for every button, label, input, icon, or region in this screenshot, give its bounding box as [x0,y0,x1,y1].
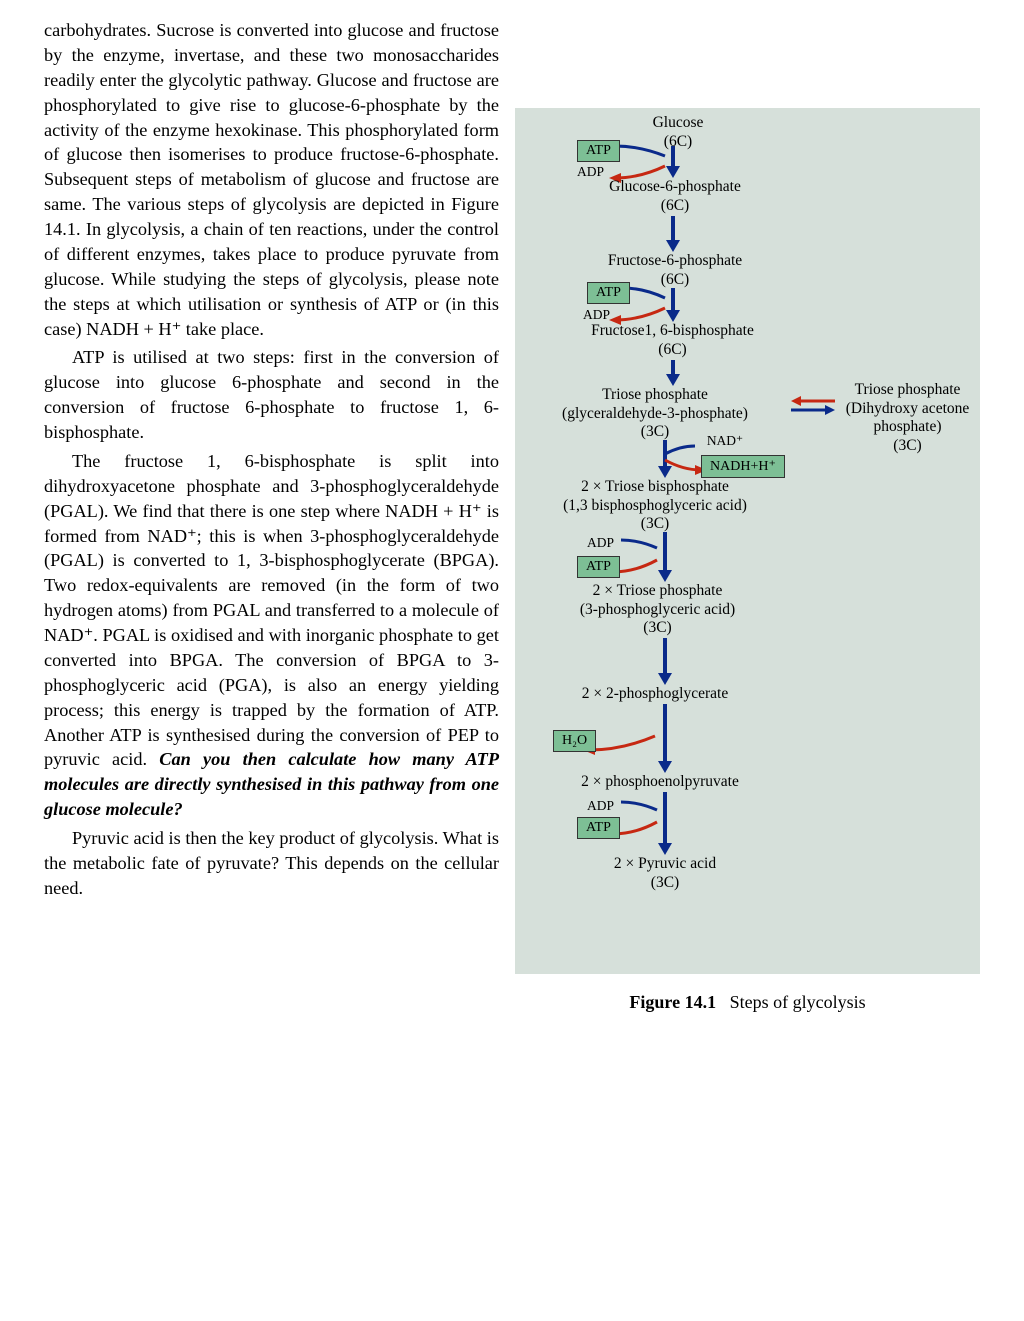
badge-atp1: ATP [577,140,620,162]
page: carbohydrates. Sucrose is converted into… [0,0,1024,1321]
figure-column: Glucose (6C) Glucose-6-phosphate (6C) Fruc… [515,18,980,1291]
node-glucose: Glucose (6C) [633,114,723,151]
node-bpg: 2 × Triose bisphosphate (1,3 bisphosphog… [535,478,775,534]
badge-atp3: ATP [577,556,620,578]
label-adp2: ADP [583,307,633,323]
node-pg2: 2 × 2-phosphoglycerate [555,685,755,704]
arrow-reversible [791,395,835,417]
figure-caption-text: Steps of glycolysis [730,992,866,1012]
arrow-a7 [655,638,675,685]
node-f16bp: Fructose1, 6-bisphosphate (6C) [555,322,790,359]
node-pyr: 2 × Pyruvic acid (3C) [580,855,750,892]
glycolysis-diagram: Glucose (6C) Glucose-6-phosphate (6C) Fruc… [515,108,980,974]
badge-atp2: ATP [587,282,630,304]
paragraph-3-body: The fructose 1, 6-bisphosphate is split … [44,451,499,770]
paragraph-4: Pyruvic acid is then the key product of … [44,826,499,901]
body-text-column: carbohydrates. Sucrose is converted into… [44,18,499,1291]
label-adp4: ADP [587,798,637,814]
label-adp1: ADP [577,164,627,180]
node-nad: NAD⁺ [695,433,755,449]
paragraph-3: The fructose 1, 6-bisphosphate is split … [44,449,499,822]
label-adp3: ADP [587,535,637,551]
badge-atp4: ATP [577,817,620,839]
arrow-a4 [663,360,683,386]
node-pga: 2 × Triose phosphate (3-phosphoglyceric … [550,582,765,638]
hook-h_nadh [659,454,707,476]
figure-caption: Figure 14.1 Steps of glycolysis [515,992,980,1013]
node-pep: 2 × phosphoenolpyruvate [555,773,765,792]
paragraph-2: ATP is utilised at two steps: first in t… [44,345,499,445]
badge-nadhh: NADH+H⁺ [701,455,785,478]
figure-caption-label: Figure 14.1 [629,992,716,1012]
paragraph-1: carbohydrates. Sucrose is converted into… [44,18,499,341]
node-g6p: Glucose-6-phosphate (6C) [575,178,775,215]
badge-h2o: H₂O [553,730,596,752]
arrow-a2 [663,216,683,252]
node-dhap: Triose phosphate (Dihydroxy acetone phos… [835,381,980,455]
